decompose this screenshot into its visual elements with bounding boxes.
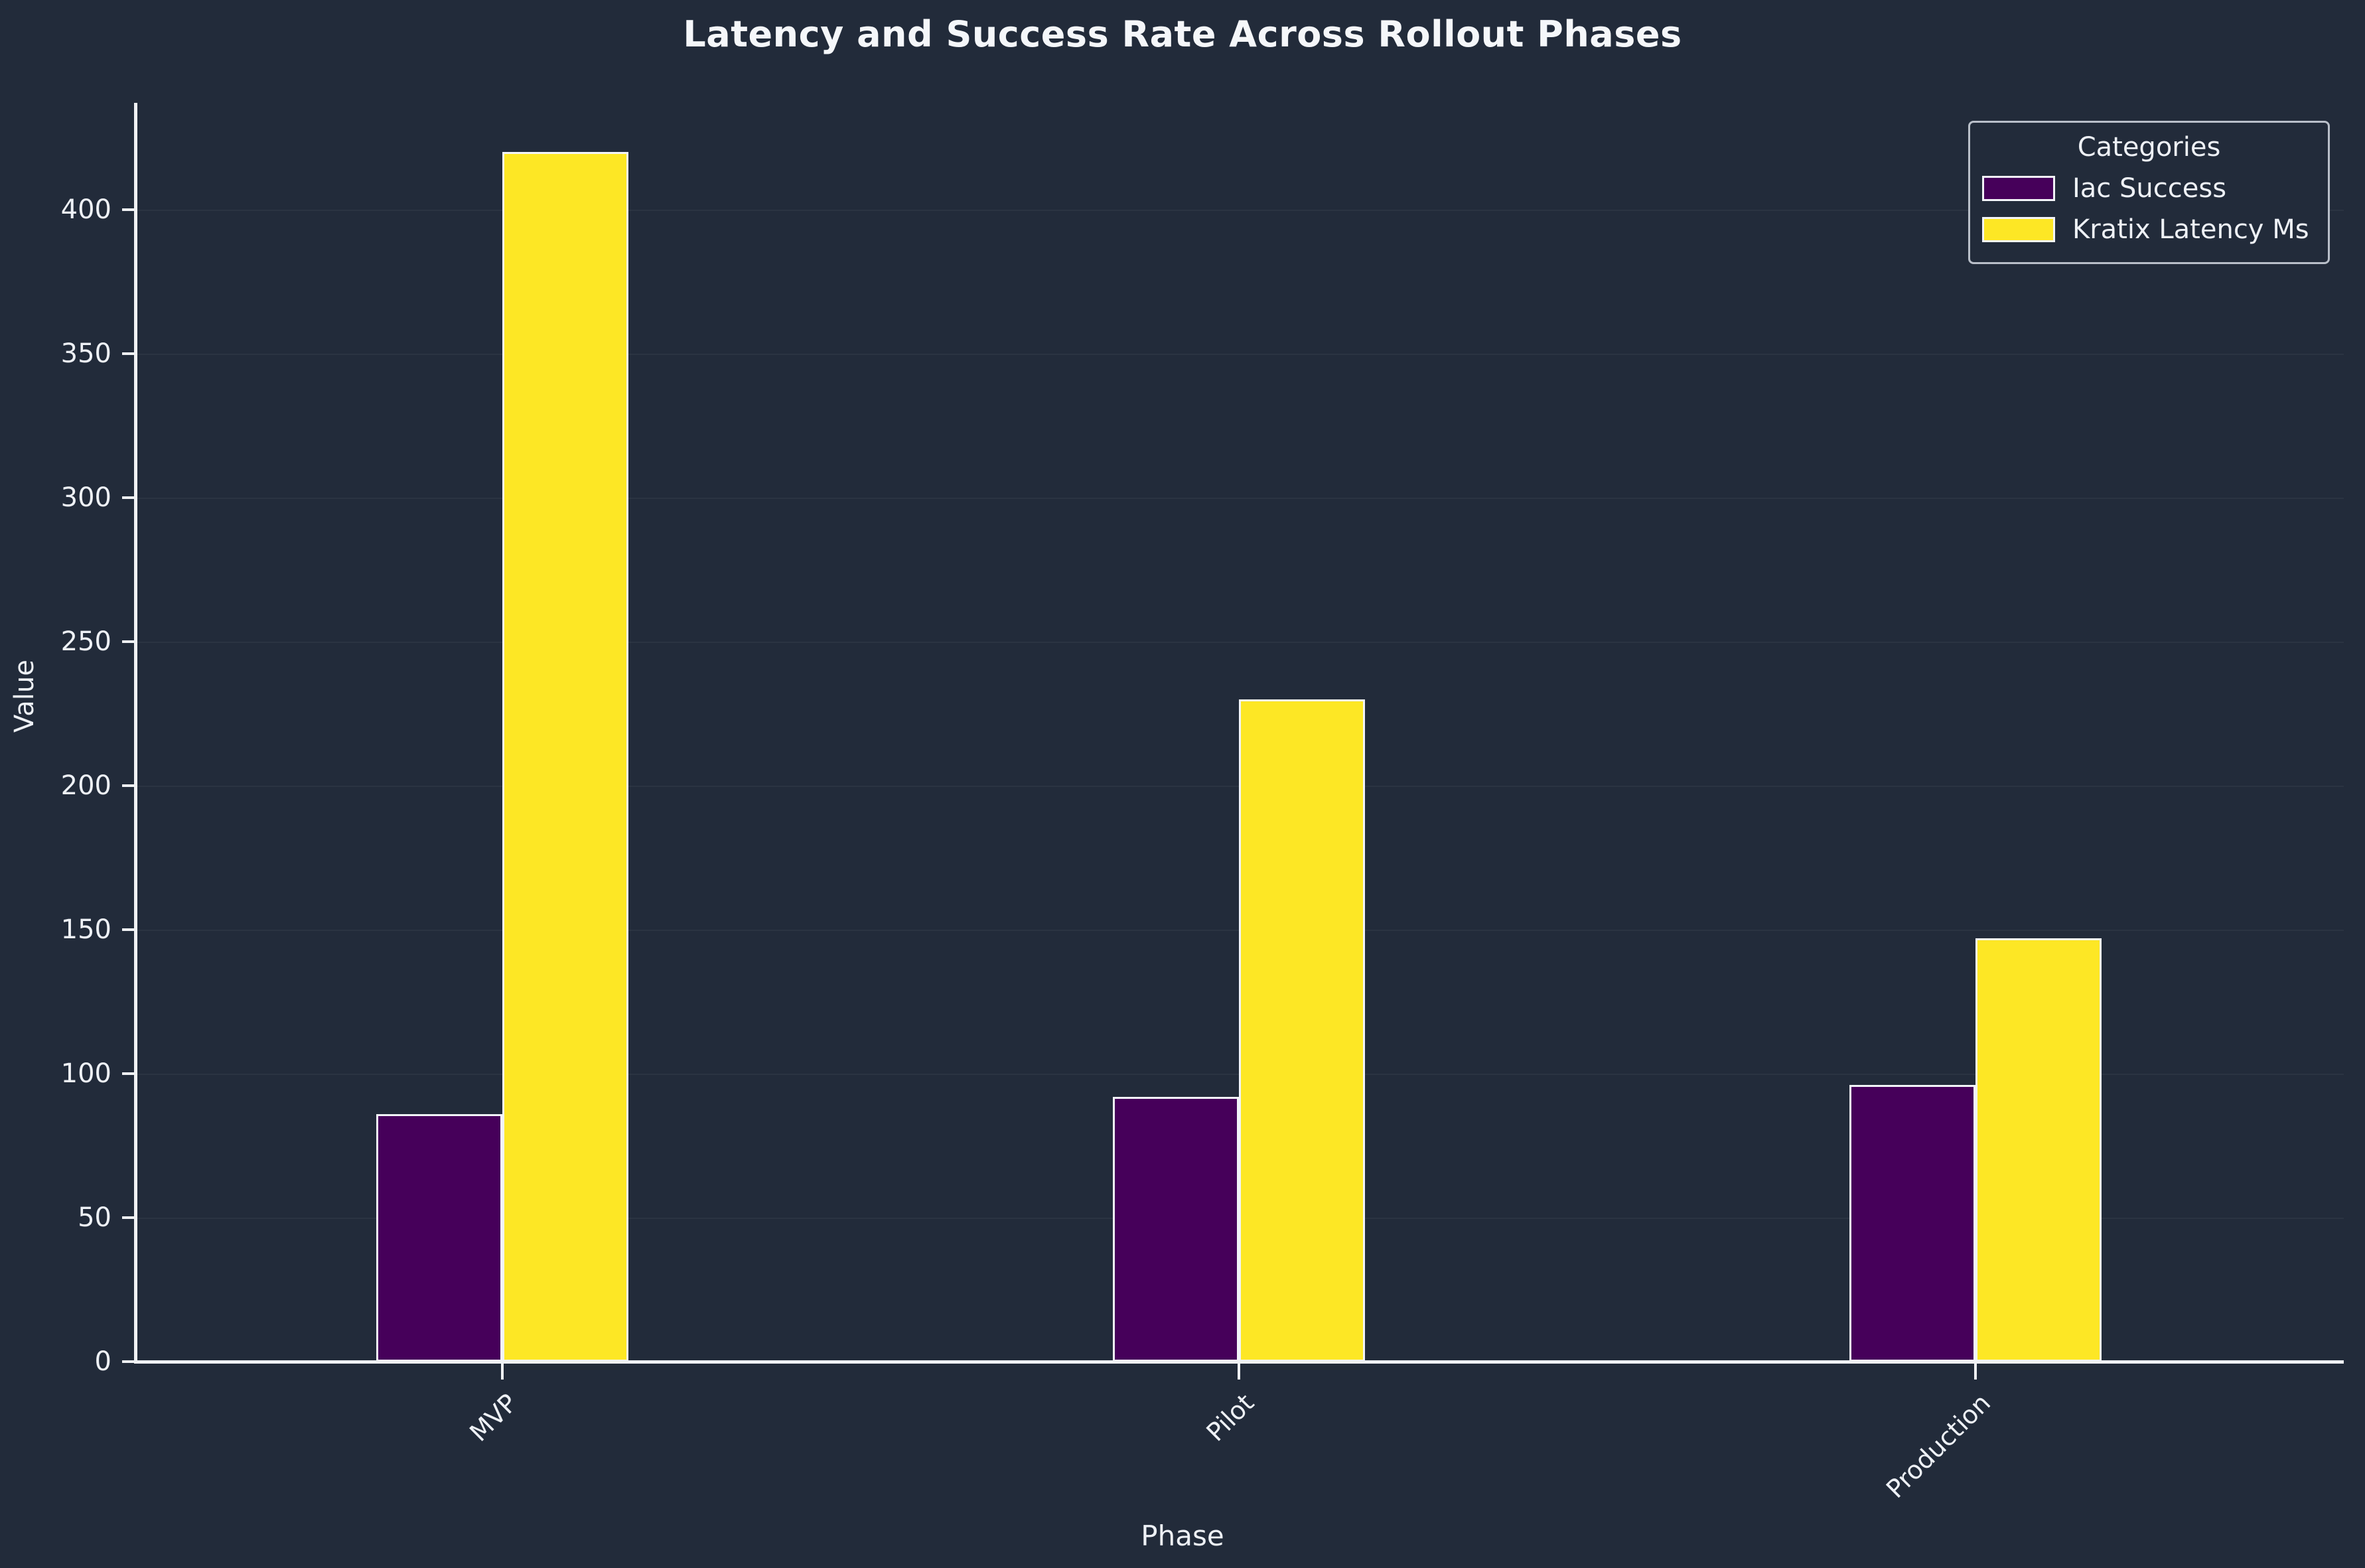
legend-label: Iac Success <box>2072 173 2227 204</box>
bar[interactable] <box>1849 1085 1975 1362</box>
gridline <box>134 641 2344 643</box>
y-tick-label: 0 <box>94 1346 111 1377</box>
y-tick-label: 100 <box>60 1058 111 1089</box>
legend-title: Categories <box>2077 132 2221 163</box>
bar[interactable] <box>1113 1096 1239 1362</box>
legend-entries: Iac Success Kratix Latency Ms <box>1982 168 2316 250</box>
x-tick-mark <box>501 1364 504 1380</box>
y-tick-label: 300 <box>60 482 111 513</box>
legend-swatch-icon <box>1982 176 2055 201</box>
y-tick-label: 400 <box>60 194 111 225</box>
y-tick-label: 50 <box>78 1202 111 1233</box>
y-tick-mark <box>122 784 134 787</box>
x-tick-mark <box>1238 1364 1240 1380</box>
bar[interactable] <box>1239 699 1365 1362</box>
y-tick-label: 150 <box>60 914 111 945</box>
legend-label: Kratix Latency Ms <box>2072 214 2309 245</box>
plot-area <box>134 103 2344 1362</box>
y-tick-mark <box>122 928 134 931</box>
bar[interactable] <box>376 1113 502 1362</box>
legend[interactable]: Categories Iac Success Kratix Latency Ms <box>1968 121 2330 264</box>
gridline <box>134 209 2344 211</box>
y-tick-mark <box>122 640 134 643</box>
y-axis-label: Value <box>9 660 40 733</box>
y-tick-label: 200 <box>60 770 111 801</box>
y-tick-mark <box>122 1072 134 1075</box>
legend-swatch-icon <box>1982 217 2055 242</box>
x-axis-label: Phase <box>1141 1520 1224 1552</box>
legend-entry[interactable]: Iac Success <box>1982 168 2316 209</box>
bar[interactable] <box>502 151 628 1362</box>
y-tick-mark <box>122 208 134 211</box>
y-tick-mark <box>122 352 134 355</box>
chart-title: Latency and Success Rate Across Rollout … <box>683 13 1682 55</box>
gridline <box>134 353 2344 355</box>
y-tick-label: 250 <box>60 626 111 657</box>
legend-entry[interactable]: Kratix Latency Ms <box>1982 209 2316 250</box>
y-tick-mark <box>122 1216 134 1219</box>
gridline <box>134 497 2344 499</box>
y-tick-label: 350 <box>60 338 111 369</box>
x-tick-mark <box>1974 1364 1977 1380</box>
y-tick-mark <box>122 1360 134 1363</box>
y-axis-spine <box>134 103 137 1364</box>
bar[interactable] <box>1975 938 2102 1362</box>
y-tick-mark <box>122 496 134 499</box>
x-axis-spine <box>134 1360 2344 1364</box>
